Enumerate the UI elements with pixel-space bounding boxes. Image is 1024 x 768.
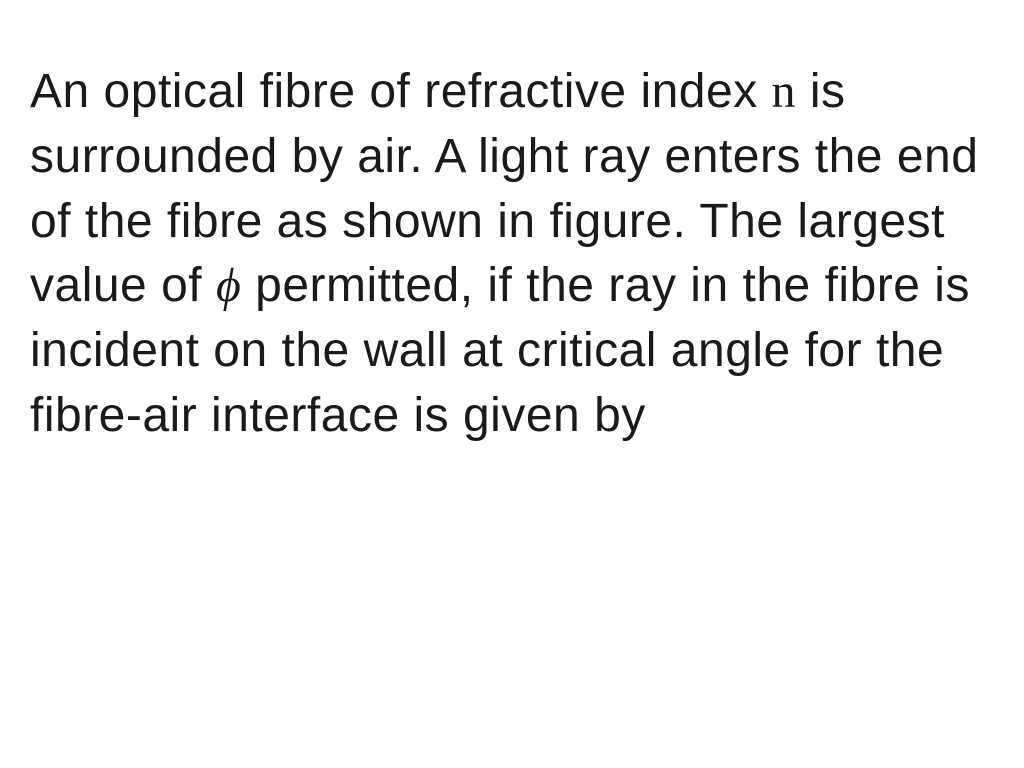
physics-question-text: An optical fibre of refractive index n i… (30, 60, 994, 449)
variable-n: n (772, 65, 797, 118)
text-part-1: An optical fibre of refractive index (30, 65, 772, 118)
variable-phi: ϕ (216, 259, 241, 312)
